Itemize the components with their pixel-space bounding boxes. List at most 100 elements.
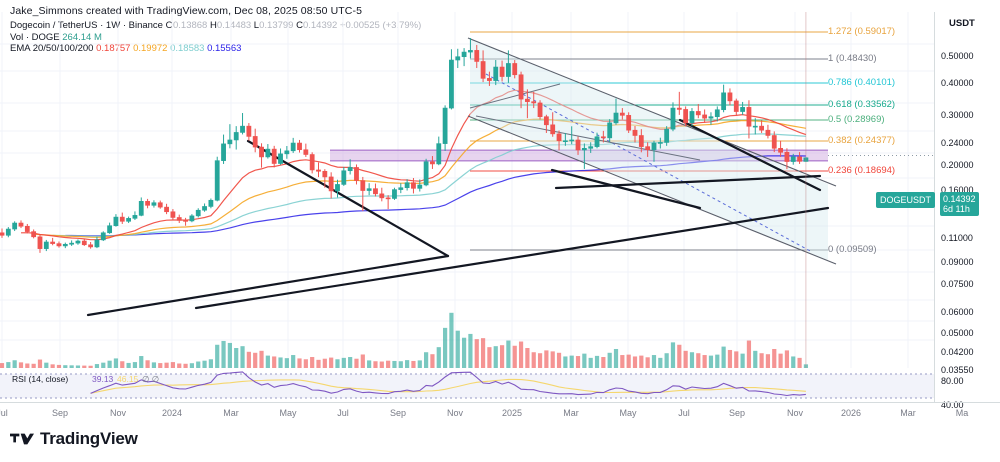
candle-body [752, 125, 758, 128]
volume-bar [746, 340, 752, 368]
price-axis-tick: 0.07500 [941, 279, 974, 289]
time-axis-tick: 2026 [840, 408, 862, 418]
candle-body [695, 111, 701, 116]
volume-bar [696, 353, 701, 368]
candle-body [126, 218, 131, 222]
candle-body [436, 143, 442, 165]
candle-body [430, 161, 435, 165]
candle-body [259, 146, 264, 158]
time-axis-tick: Jul [337, 408, 349, 418]
legend-ema100-value: 0.18583 [170, 43, 205, 54]
volume-bar [563, 356, 568, 368]
volume-bar [702, 355, 707, 368]
candle-body [550, 124, 556, 135]
legend-ohlc-values: O0.13868 H0.14483 L0.13799 C0.14392 +0.0… [166, 20, 422, 31]
price-axis[interactable]: USDT 0.50000 0.40000 0.30000 0.24000 0.20000… [876, 12, 1000, 410]
price-axis-tick: 0.03550 [941, 365, 974, 375]
rsi-line [90, 371, 806, 397]
candle-body [5, 228, 11, 236]
volume-bar [259, 350, 264, 368]
volume-bar [170, 362, 176, 368]
price-axis-tick: 40.00 [941, 400, 964, 410]
chart-grid [0, 12, 934, 368]
candle-body [543, 116, 549, 126]
legend-volume-row[interactable]: Vol · DOGE 264.14 M [10, 32, 421, 44]
volume-bar [25, 363, 30, 368]
current-price-symbol-tag: DOGEUSDT [876, 192, 936, 208]
legend-ohlc-key: H [207, 20, 217, 31]
volume-bar [265, 355, 270, 368]
ascending-support-line-right [554, 174, 822, 190]
volume-bar [797, 357, 802, 368]
price-axis-tick: 0.40000 [941, 78, 974, 88]
volume-bar [772, 348, 777, 368]
candle-body [524, 98, 530, 102]
volume-bar [0, 363, 5, 368]
volume-bar [689, 352, 695, 368]
candle-body [569, 139, 575, 142]
candle-body [373, 188, 378, 195]
legend-symbol-row[interactable]: Dogecoin / TetherUS · 1W · Binance O0.13… [10, 20, 421, 32]
current-price-countdown: 6d 11h [943, 204, 970, 214]
candle-body [487, 78, 492, 81]
legend-ema-row[interactable]: EMA 20/50/100/200 0.18757 0.19972 0.1858… [10, 43, 421, 55]
candle-body [240, 125, 245, 133]
fibonacci-level-label: 1.272 (0.59017) [828, 26, 896, 37]
time-axis-tick: Nov [109, 408, 127, 418]
volume-bar [208, 359, 213, 368]
candle-body [512, 63, 518, 76]
volume-bar [436, 347, 441, 368]
time-axis-tick: Sep [51, 408, 69, 418]
candle-body [392, 189, 397, 199]
volume-bar [354, 358, 359, 368]
legend-ohlc-key: O [165, 20, 173, 31]
time-axis[interactable]: Jul Sep Nov 2024 Mar May Jul Sep Nov 2025 Mar May Ju… [0, 402, 1000, 424]
candle-body [43, 241, 49, 249]
volume-bar [183, 363, 188, 368]
price-axis-price-tag: 0.14392 6d 11h [940, 192, 979, 216]
volume-bar [50, 364, 55, 368]
candle-body [518, 74, 524, 100]
time-axis-tick: Mar [223, 408, 239, 418]
candle-body [69, 242, 75, 245]
volume-bar [759, 353, 764, 368]
volume-bar [12, 360, 17, 368]
candle-body [189, 215, 195, 222]
volume-bar [297, 358, 302, 368]
ema-200-line [65, 155, 806, 237]
candle-body [335, 184, 340, 192]
candle-body [208, 199, 214, 207]
rsi-legend-empty-values: ∅ ∅ [142, 374, 160, 384]
fibonacci-level-label: 0.382 (0.24377) [828, 135, 896, 146]
fibonacci-level-label: 1 (0.48430) [828, 53, 877, 64]
volume-bar [202, 360, 207, 368]
volume-bar [468, 333, 473, 368]
channel-lower-line [467, 115, 837, 265]
price-axis-tick: 0.05000 [941, 328, 974, 338]
candle-body [385, 197, 391, 200]
candle-body [157, 202, 163, 208]
legend-ohlc-value: 0.13799 [259, 20, 294, 31]
candle-body [202, 206, 207, 211]
price-chart-plot[interactable]: RSI (14, close) 39.13 46.15 ∅ ∅ [0, 12, 934, 402]
volume-bar [677, 344, 682, 368]
chart-legend: Dogecoin / TetherUS · 1W · Binance O0.13… [10, 20, 421, 55]
time-axis-tick: Ma [955, 408, 969, 418]
candle-body [214, 160, 220, 201]
candle-body [37, 236, 43, 249]
candle-body [88, 244, 94, 248]
candle-body [638, 135, 644, 147]
candle-body [411, 182, 416, 189]
candle-body [176, 217, 182, 221]
candle-body [404, 182, 410, 189]
candle-body [164, 206, 169, 213]
price-axis-tick: 0.11000 [941, 233, 973, 243]
volume-bar [620, 355, 625, 368]
volume-bar [189, 363, 194, 368]
volume-bar [753, 350, 758, 368]
tradingview-logo: TradingView [10, 429, 138, 449]
volume-bar [569, 355, 574, 368]
candle-body [664, 128, 670, 143]
candle-body [113, 216, 119, 227]
candle-body [94, 239, 100, 248]
